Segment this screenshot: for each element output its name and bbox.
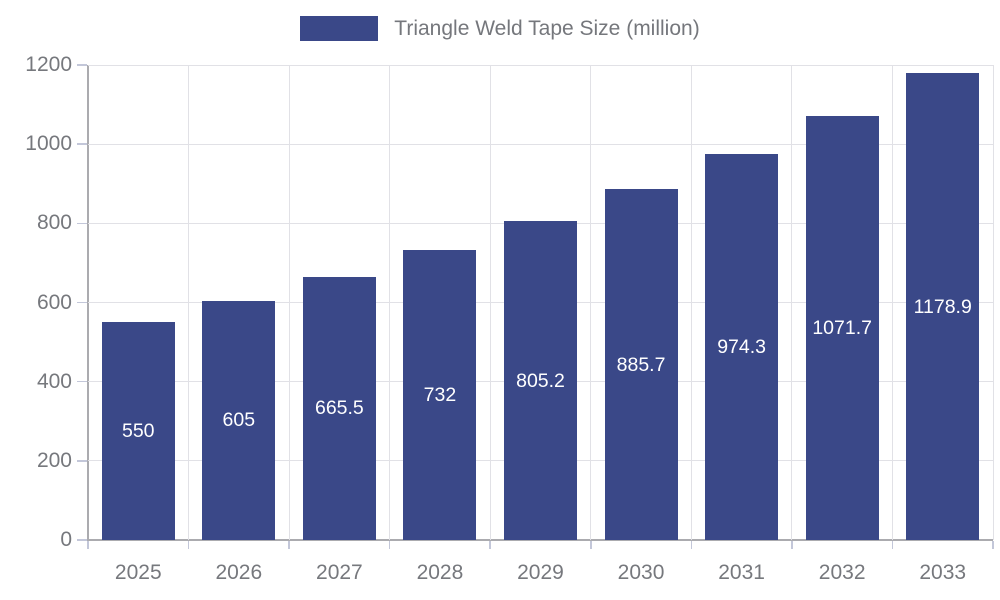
bar-2029 (504, 221, 577, 540)
x-axis-tick (891, 541, 894, 549)
x-axis-tick (388, 541, 391, 549)
x-axis-tick (288, 541, 290, 549)
y-axis-tick (77, 539, 87, 541)
gridline-horizontal (88, 143, 993, 145)
x-axis-line (86, 539, 993, 541)
x-axis-tick (590, 541, 592, 549)
bar-value-label: 550 (121, 420, 155, 443)
x-axis-tick (690, 541, 693, 549)
y-axis-tick (77, 460, 87, 462)
y-axis-tick-label: 400 (36, 369, 72, 393)
x-axis-tick-label: 2029 (517, 561, 564, 584)
x-axis-tick-label: 2033 (919, 561, 967, 584)
y-axis-tick-label: 1000 (25, 132, 72, 156)
y-axis-tick (77, 222, 87, 225)
x-axis-tick-label: 2025 (114, 561, 162, 584)
x-axis-tick-label: 2026 (215, 561, 263, 584)
plot-area: 550 605 665.5 732 805.2 885.7 974.3 1071.7 1178.… (88, 64, 994, 540)
x-axis-tick-label: 2027 (316, 561, 363, 584)
gridline-vertical (992, 65, 994, 540)
bar-2033 (906, 73, 980, 540)
bar-2031 (705, 154, 779, 540)
x-axis-tick-label: 2032 (818, 561, 866, 584)
x-axis-tick (187, 541, 190, 549)
bar-value-label: 665.5 (314, 397, 364, 420)
bar-value-label: 885.7 (616, 353, 666, 376)
gridline-vertical (188, 65, 190, 540)
bar-value-label: 1071.7 (812, 316, 872, 339)
bar-2028 (403, 250, 477, 540)
x-axis-tick-label: 2028 (416, 561, 464, 584)
x-axis-tick (87, 541, 89, 549)
gridline-vertical (389, 65, 391, 540)
y-axis-tick-label: 200 (36, 448, 72, 472)
y-axis-tick-label: 600 (36, 290, 72, 314)
legend[interactable]: Triangle Weld Tape Size (million) (0, 16, 1000, 41)
x-axis-tick-label: 2031 (718, 561, 765, 584)
gridline-vertical (288, 65, 290, 540)
gridline-vertical (690, 65, 692, 540)
y-axis-tick (77, 64, 87, 66)
x-axis-tick (992, 541, 994, 549)
y-axis-tick (77, 380, 87, 383)
bar-2027 (302, 276, 376, 540)
y-axis-tick-label: 0 (60, 528, 72, 551)
gridline-vertical (791, 65, 793, 540)
bar-2030 (604, 189, 678, 540)
y-axis-tick (77, 301, 87, 304)
bar-2025 (101, 322, 175, 540)
bar-value-label: 805.2 (516, 369, 565, 392)
bar-2032 (805, 115, 879, 540)
gridline-vertical (489, 65, 491, 540)
legend-swatch-icon (300, 16, 379, 41)
x-axis-tick-label: 2030 (617, 561, 665, 584)
y-axis-tick (77, 143, 87, 145)
bar-value-label: 732 (423, 384, 457, 407)
y-axis-line (86, 65, 89, 540)
bar-value-label: 1178.9 (913, 295, 972, 318)
x-axis-tick (489, 541, 491, 549)
gridline-horizontal (88, 64, 993, 66)
gridline-vertical (891, 65, 893, 540)
y-axis-tick-label: 800 (36, 211, 72, 235)
gridline-vertical (590, 65, 592, 540)
bar-2026 (202, 300, 276, 540)
bar-value-label: 605 (222, 409, 256, 432)
bar-value-label: 974.3 (717, 336, 767, 359)
y-axis-tick-label: 1200 (25, 53, 72, 76)
x-axis-tick (791, 541, 793, 549)
legend-label: Triangle Weld Tape Size (million) (394, 16, 700, 40)
